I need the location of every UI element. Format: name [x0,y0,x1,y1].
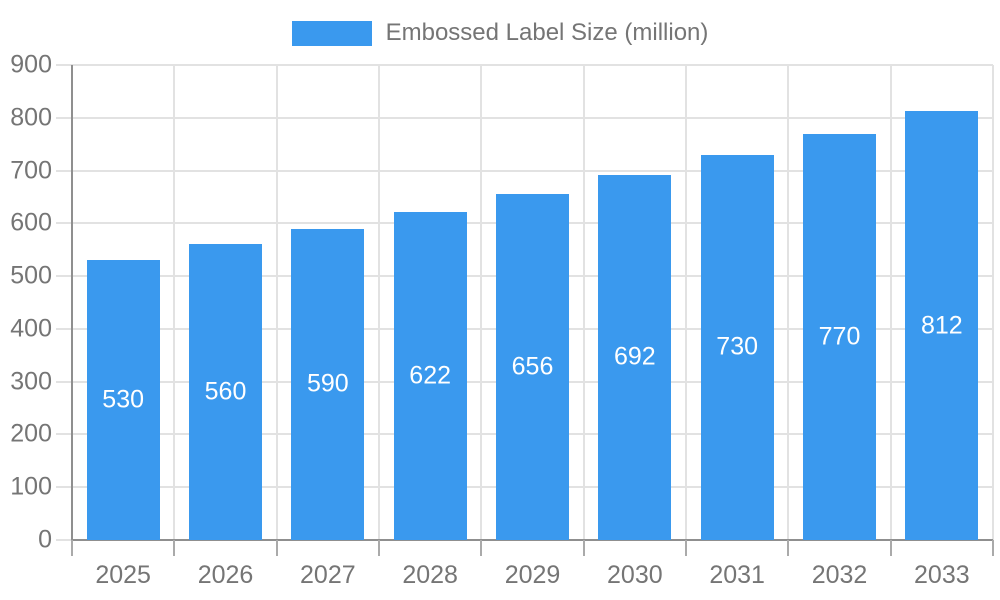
bar-value-label: 530 [102,385,145,414]
y-axis-tick-label: 900 [10,50,52,79]
legend-label: Embossed Label Size (million) [385,19,709,46]
gridline-horizontal [56,64,993,66]
y-axis-tick-label: 200 [10,419,52,448]
x-axis-tick [480,540,483,556]
x-axis-tick [582,540,585,556]
gridline-vertical [685,65,687,540]
bar-2026 [189,244,262,540]
y-axis-tick-label: 0 [38,525,52,554]
x-axis-tick-label: 2031 [709,561,765,589]
bar-value-label: 622 [409,361,452,390]
bar-value-label: 560 [204,377,247,406]
y-axis-tick-label: 100 [10,472,52,501]
bar-value-label: 692 [613,342,656,371]
gridline-vertical [378,65,380,540]
bar-2029 [496,193,569,540]
gridline-vertical [480,65,483,540]
x-axis-tick [275,540,278,556]
bar-value-label: 730 [716,332,759,361]
legend-swatch [291,20,372,46]
gridline-horizontal [56,169,993,172]
x-axis-tick [378,540,380,556]
x-axis-tick-label: 2030 [607,561,663,589]
x-axis-tick-label: 2025 [95,561,151,589]
x-axis-tick [685,540,687,556]
bar-2032 [803,133,876,540]
y-axis-tick-label: 800 [10,103,52,132]
gridline-vertical [992,65,994,540]
x-axis-tick [173,540,176,556]
bar-value-label: 812 [920,311,963,340]
x-axis-tick [787,540,790,556]
x-axis-tick [889,540,892,556]
x-axis-tick-label: 2029 [504,561,561,589]
bar-value-label: 590 [306,369,349,398]
x-axis-tick [992,540,994,556]
y-axis-tick-label: 300 [10,367,52,396]
y-axis-tick-label: 500 [10,261,52,290]
x-axis-tick-label: 2027 [300,561,356,589]
x-axis-tick-label: 2028 [402,561,458,589]
gridline-horizontal [56,539,72,541]
bar-value-label: 656 [511,352,554,381]
bar-2030 [598,174,672,540]
y-axis-tick-label: 400 [10,314,52,343]
y-axis-line [71,65,73,556]
x-axis-tick-label: 2026 [197,561,254,589]
y-axis-tick-label: 600 [10,208,52,237]
x-axis-tick [71,540,73,556]
legend: Embossed Label Size (million) [0,19,1000,47]
bar-value-label: 770 [818,322,861,351]
x-axis-line [72,539,993,541]
bar-2028 [393,211,467,540]
gridline-horizontal [56,116,993,119]
gridline-vertical [889,65,892,540]
y-axis-tick-label: 700 [10,156,52,185]
x-axis-tick-label: 2032 [811,561,868,589]
gridline-vertical [582,65,585,540]
bar-2031 [700,154,774,540]
gridline-vertical [173,65,176,540]
x-axis-tick-label: 2033 [914,561,970,589]
bar-2025 [86,260,160,540]
bar-2027 [291,228,365,540]
gridline-vertical [275,65,278,540]
bar-2033 [905,111,979,540]
gridline-vertical [787,65,790,540]
